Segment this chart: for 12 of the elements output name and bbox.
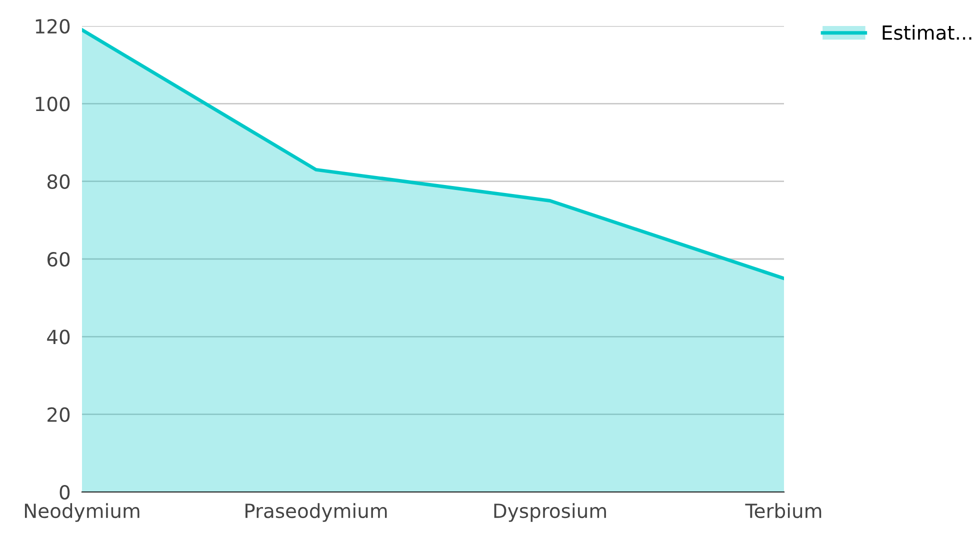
legend-label: Estimat...: [882, 24, 972, 40]
y-tick-label: 60: [48, 252, 70, 267]
y-tick-label: 80: [47, 174, 70, 189]
x-tick-label: Terbium: [745, 503, 822, 518]
y-tick-label: 20: [48, 407, 70, 422]
y-tick-label: 120: [36, 18, 70, 34]
y-tick-label: 100: [36, 96, 70, 112]
y-tick-label: 40: [47, 330, 70, 344]
x-tick-label: Praseodymium: [246, 503, 387, 522]
x-tick-label: Dysprosium: [494, 503, 606, 522]
y-tick-label: 0: [60, 484, 70, 500]
x-tick-label: Neodymium: [24, 503, 140, 522]
